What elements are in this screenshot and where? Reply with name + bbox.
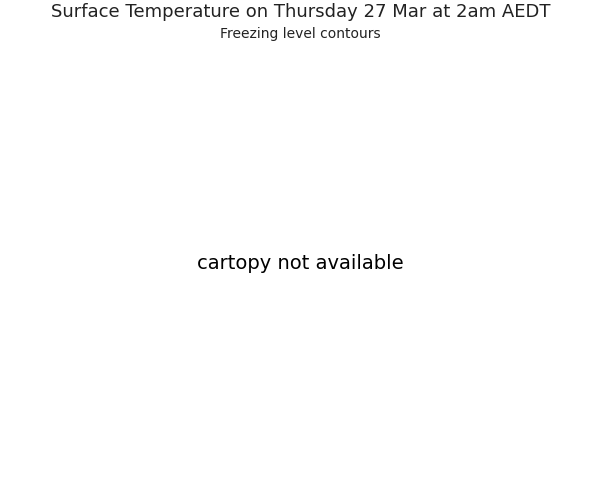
Text: Surface Temperature on Thursday 27 Mar at 2am AEDT: Surface Temperature on Thursday 27 Mar a… bbox=[50, 3, 551, 21]
Text: cartopy not available: cartopy not available bbox=[197, 254, 404, 273]
Text: Freezing level contours: Freezing level contours bbox=[220, 27, 381, 41]
